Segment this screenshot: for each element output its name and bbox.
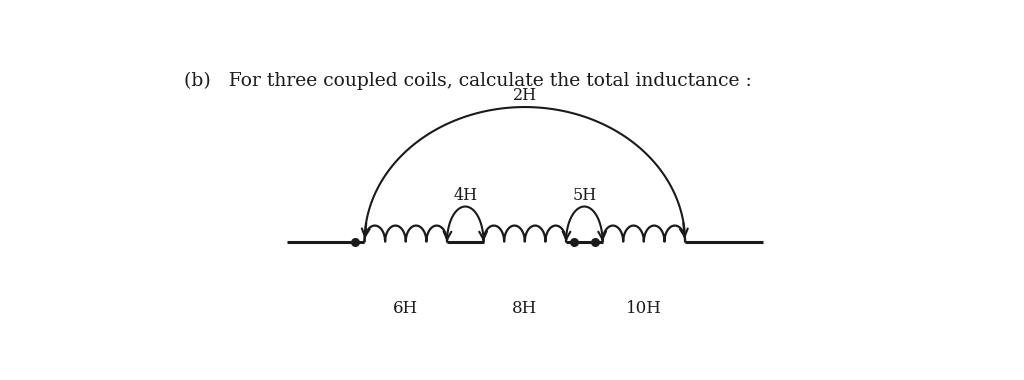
Text: 6H: 6H	[393, 301, 419, 317]
Text: 4H: 4H	[454, 187, 477, 204]
Text: 8H: 8H	[512, 301, 538, 317]
Text: (b)   For three coupled coils, calculate the total inductance :: (b) For three coupled coils, calculate t…	[183, 71, 752, 90]
Text: 10H: 10H	[626, 301, 662, 317]
Text: 2H: 2H	[513, 87, 537, 104]
Text: 5H: 5H	[572, 187, 596, 204]
